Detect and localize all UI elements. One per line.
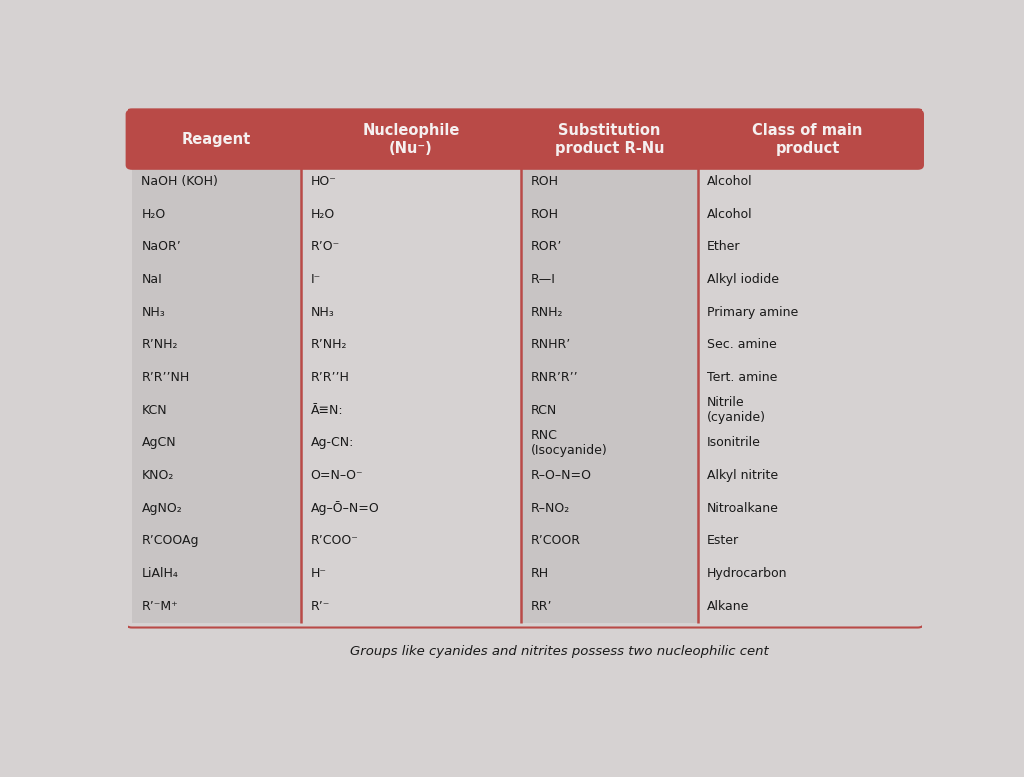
Text: H⁻: H⁻ (310, 567, 327, 580)
Text: AgNO₂: AgNO₂ (141, 502, 182, 515)
Text: Ag–Ō–N=O: Ag–Ō–N=O (310, 501, 379, 515)
Text: Nitrile
(cyanide): Nitrile (cyanide) (708, 396, 766, 424)
Text: Alkyl iodide: Alkyl iodide (708, 273, 779, 286)
Text: Ag-CN:: Ag-CN: (310, 437, 353, 449)
Text: H₂O: H₂O (310, 207, 335, 221)
Text: R’O⁻: R’O⁻ (310, 240, 340, 253)
Text: R–NO₂: R–NO₂ (530, 502, 569, 515)
Text: Alcohol: Alcohol (708, 175, 753, 188)
Text: R’COOR: R’COOR (530, 535, 581, 548)
Text: Nitroalkane: Nitroalkane (708, 502, 779, 515)
Text: RNH₂: RNH₂ (530, 305, 563, 319)
Text: R’R’’H: R’R’’H (310, 371, 349, 384)
Bar (697, 165, 918, 622)
Bar (521, 165, 697, 622)
Text: RNHR’: RNHR’ (530, 338, 570, 351)
Text: R—I: R—I (530, 273, 555, 286)
Text: R’COOAg: R’COOAg (141, 535, 199, 548)
Text: RCN: RCN (530, 404, 557, 416)
Text: Ether: Ether (708, 240, 740, 253)
Text: Ester: Ester (708, 535, 739, 548)
Text: KCN: KCN (141, 404, 167, 416)
Text: R–O–N=O: R–O–N=O (530, 469, 592, 482)
Text: HO⁻: HO⁻ (310, 175, 336, 188)
Text: ROR’: ROR’ (530, 240, 562, 253)
Text: H₂O: H₂O (141, 207, 166, 221)
Text: AgCN: AgCN (141, 437, 176, 449)
Text: R’⁻: R’⁻ (310, 600, 330, 613)
Text: ROH: ROH (530, 175, 558, 188)
Text: R’R’’NH: R’R’’NH (141, 371, 189, 384)
Text: R’⁻M⁺: R’⁻M⁺ (141, 600, 178, 613)
Text: NaI: NaI (141, 273, 162, 286)
Text: Alkane: Alkane (708, 600, 750, 613)
Text: R’COO⁻: R’COO⁻ (310, 535, 358, 548)
Text: Alcohol: Alcohol (708, 207, 753, 221)
Text: Tert. amine: Tert. amine (708, 371, 777, 384)
Text: NH₃: NH₃ (141, 305, 165, 319)
Text: ROH: ROH (530, 207, 558, 221)
Text: Alkyl nitrite: Alkyl nitrite (708, 469, 778, 482)
Text: RH: RH (530, 567, 549, 580)
Text: O=N–O⁻: O=N–O⁻ (310, 469, 364, 482)
Text: RR’: RR’ (530, 600, 552, 613)
Text: Primary amine: Primary amine (708, 305, 799, 319)
Text: Isonitrile: Isonitrile (708, 437, 761, 449)
Text: Reagent: Reagent (182, 132, 251, 147)
Text: Substitution
product R-Nu: Substitution product R-Nu (555, 123, 664, 156)
Text: NH₃: NH₃ (310, 305, 334, 319)
FancyBboxPatch shape (126, 110, 924, 170)
Text: Ā≡N:: Ā≡N: (310, 404, 343, 416)
Text: Hydrocarbon: Hydrocarbon (708, 567, 787, 580)
Text: NaOH (KOH): NaOH (KOH) (141, 175, 218, 188)
Text: Sec. amine: Sec. amine (708, 338, 777, 351)
Text: Class of main
product: Class of main product (753, 123, 863, 156)
Text: Groups like cyanides and nitrites possess two nucleophilic cent: Groups like cyanides and nitrites posses… (350, 645, 769, 658)
Text: I⁻: I⁻ (310, 273, 321, 286)
Bar (301, 165, 521, 622)
Text: RNR’R’’: RNR’R’’ (530, 371, 578, 384)
Text: LiAlH₄: LiAlH₄ (141, 567, 178, 580)
Text: KNO₂: KNO₂ (141, 469, 174, 482)
Bar (132, 165, 301, 622)
Text: RNC
(Isocyanide): RNC (Isocyanide) (530, 429, 607, 457)
Text: R’NH₂: R’NH₂ (141, 338, 178, 351)
Text: NaOR’: NaOR’ (141, 240, 181, 253)
Text: Nucleophile
(Nu⁻): Nucleophile (Nu⁻) (362, 123, 460, 156)
Text: R’NH₂: R’NH₂ (310, 338, 347, 351)
